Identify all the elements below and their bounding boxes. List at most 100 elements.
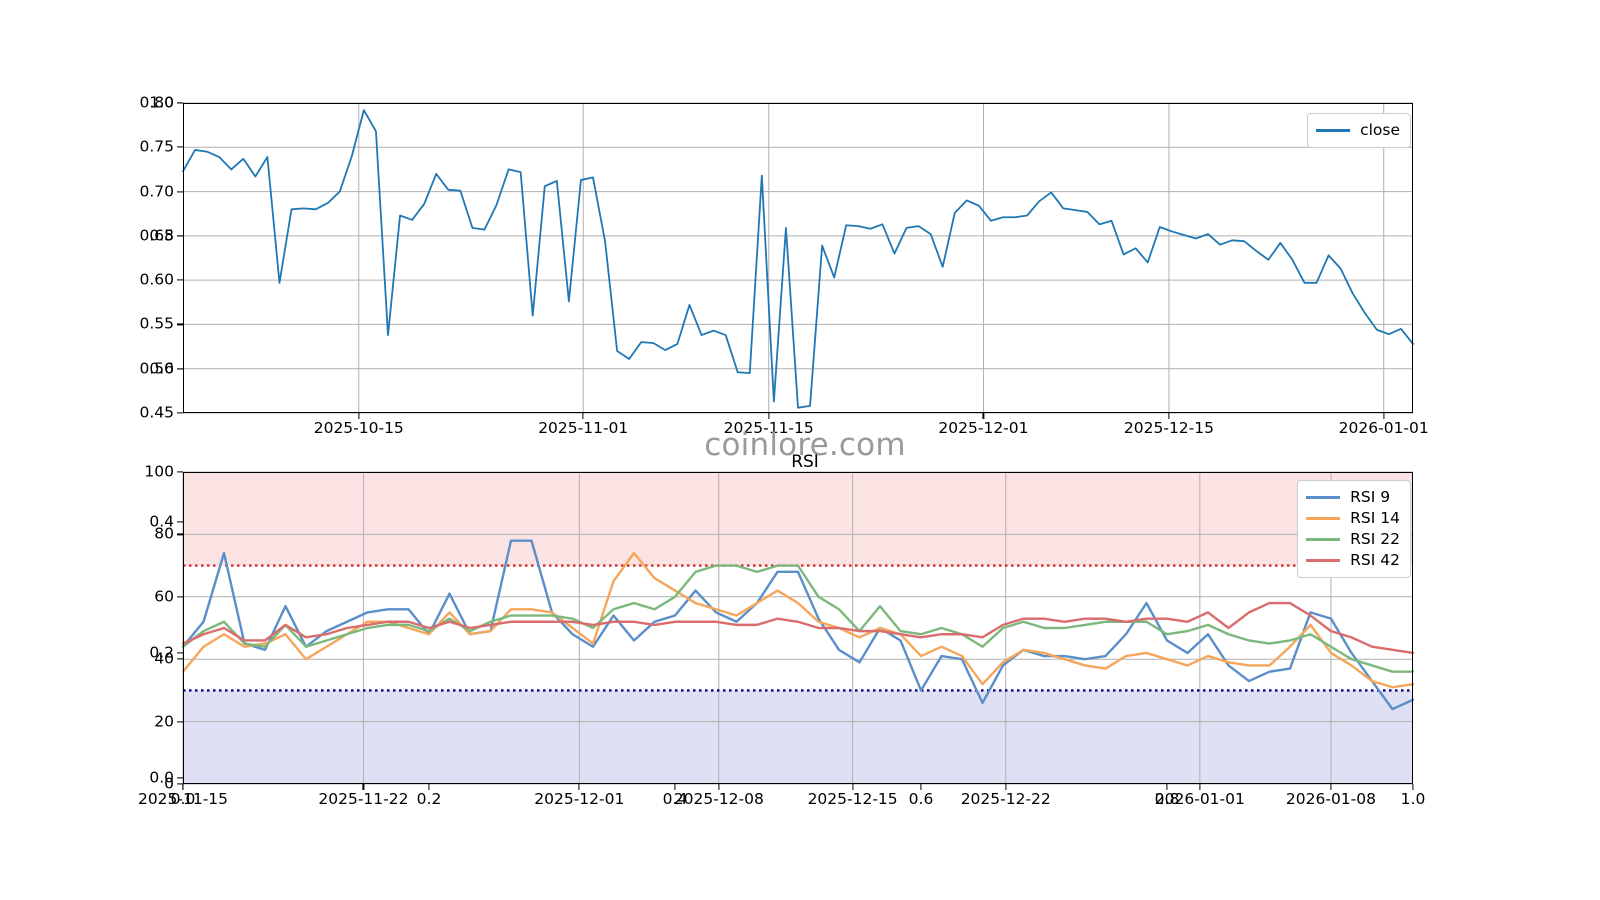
y-tick-mark <box>177 721 183 723</box>
y-tick-mark <box>177 783 183 785</box>
legend-item[interactable]: RSI 9 <box>1306 487 1400 508</box>
y-tick-label: 0.65 <box>139 226 174 245</box>
x-tick-mark <box>1005 784 1007 790</box>
price-legend[interactable]: close <box>1307 113 1411 148</box>
x-tick-label: 2025-11-01 <box>538 419 629 437</box>
rsi-legend[interactable]: RSI 9 RSI 14 RSI 22 RSI 42 <box>1297 480 1411 578</box>
x-tick-label: 2025-12-15 <box>1123 419 1214 437</box>
x-tick-label: 2025-12-01 <box>938 419 1029 437</box>
x-tick-mark <box>1330 784 1332 790</box>
legend-color-swatch <box>1306 538 1341 541</box>
x-tick-mark <box>718 784 720 790</box>
x-tick-mark <box>578 784 580 790</box>
y-tick-label: 0.70 <box>139 181 174 200</box>
x-tick-mark <box>1199 784 1201 790</box>
secondary-x-tick-mark <box>1166 784 1168 790</box>
series-line-close <box>182 109 1414 409</box>
secondary-x-tick-mark <box>428 784 430 790</box>
oversold-band <box>183 690 1413 784</box>
y-tick-mark <box>177 146 183 148</box>
rsi-plot-frame <box>183 472 1413 784</box>
legend-item[interactable]: RSI 42 <box>1306 550 1400 571</box>
secondary-x-tick-label: 1.0 <box>1400 790 1426 808</box>
y-tick-mark <box>177 471 183 473</box>
legend-item[interactable]: RSI 14 <box>1306 508 1400 529</box>
series-line-rsi-22 <box>181 564 1415 673</box>
y-tick-mark <box>177 279 183 281</box>
secondary-x-tick-label: 0.8 <box>1154 790 1180 808</box>
legend-item[interactable]: RSI 22 <box>1306 529 1400 550</box>
x-tick-label: 2025-12-01 <box>534 790 625 808</box>
legend-color-swatch <box>1306 496 1341 499</box>
y-tick-mark <box>177 412 183 414</box>
legend-label: RSI 22 <box>1350 529 1400 548</box>
x-tick-mark <box>768 413 770 419</box>
price-plot-frame <box>183 103 1413 413</box>
y-tick-label: 0.45 <box>139 403 174 422</box>
secondary-y-tick-label: 1.0 <box>149 93 174 112</box>
secondary-y-tick-mark <box>177 777 183 779</box>
y-tick-mark <box>177 658 183 660</box>
y-tick-label: 0 <box>164 774 174 793</box>
secondary-x-tick-mark <box>182 784 184 790</box>
y-tick-mark <box>177 596 183 598</box>
watermark: coinlore.com <box>704 427 906 463</box>
secondary-y-tick-mark <box>177 652 183 654</box>
x-tick-mark <box>1168 413 1170 419</box>
legend-label: RSI 9 <box>1350 487 1391 506</box>
series-line-rsi-42 <box>181 601 1415 655</box>
secondary-y-tick-label: 0.2 <box>149 643 174 662</box>
secondary-y-tick-mark <box>177 368 183 370</box>
y-tick-label: 0.80 <box>139 93 174 112</box>
x-tick-mark <box>1383 413 1385 419</box>
y-tick-label: 0.50 <box>139 358 174 377</box>
x-tick-label: 2025-12-22 <box>960 790 1051 808</box>
y-tick-label: 40 <box>154 649 174 668</box>
secondary-y-tick-mark <box>177 102 183 104</box>
secondary-y-tick-mark <box>177 521 183 523</box>
price-plot-area <box>182 102 1414 414</box>
secondary-x-tick-label: 0.6 <box>908 790 934 808</box>
secondary-x-tick-mark <box>1412 784 1414 790</box>
x-tick-label: 2025-12-15 <box>807 790 898 808</box>
secondary-y-tick-label: 0.0 <box>149 768 174 786</box>
x-tick-label: 2025-11-22 <box>318 790 409 808</box>
y-tick-label: 0.60 <box>139 270 174 289</box>
x-tick-mark <box>982 413 985 419</box>
legend-color-swatch <box>1306 517 1341 520</box>
legend-label: RSI 42 <box>1350 550 1400 569</box>
legend-item[interactable]: close <box>1316 120 1400 141</box>
y-tick-mark <box>177 533 183 535</box>
secondary-x-tick-label: 0.2 <box>416 790 442 808</box>
secondary-y-tick-label: 0.4 <box>149 512 174 531</box>
y-tick-label: 60 <box>154 587 174 606</box>
rsi-chart-panel: 0 20 40 60 80 100 0.0 0.2 0.4 2025-11-15 2025-11… <box>138 464 1425 807</box>
secondary-x-tick-label: 0.0 <box>170 790 196 808</box>
x-tick-mark <box>358 413 360 419</box>
y-tick-mark <box>177 323 183 326</box>
y-tick-label: 20 <box>154 711 174 730</box>
x-tick-mark <box>852 784 854 790</box>
legend-label: RSI 14 <box>1350 508 1400 527</box>
secondary-x-tick-mark <box>920 784 922 790</box>
rsi-panel-title: RSI <box>791 452 819 472</box>
x-tick-label: 2025-11-15 <box>137 790 229 808</box>
x-tick-label: 2025-10-15 <box>313 419 404 437</box>
y-tick-label: 80 <box>154 524 174 543</box>
legend-color-swatch <box>1306 559 1341 562</box>
y-tick-label: 0.75 <box>139 137 174 156</box>
x-tick-label: 2026-01-01 <box>1154 790 1245 808</box>
series-line-rsi-9 <box>181 539 1415 711</box>
rsi-plot-area <box>181 471 1415 785</box>
secondary-y-tick-mark <box>177 235 183 237</box>
x-tick-label: 2025-11-15 <box>723 419 814 437</box>
secondary-x-tick-mark <box>674 784 676 790</box>
x-tick-label: 2026-01-08 <box>1285 790 1376 808</box>
secondary-y-tick-label: 0.8 <box>149 226 174 245</box>
price-chart-panel: 0.45 0.50 0.55 0.60 0.65 0.70 0.75 0.80 0.6 0.8 1… <box>139 95 1428 436</box>
overbought-band <box>183 472 1413 566</box>
y-tick-label: 100 <box>144 462 174 481</box>
y-tick-label: 0.55 <box>139 314 174 333</box>
x-tick-mark <box>362 784 365 790</box>
